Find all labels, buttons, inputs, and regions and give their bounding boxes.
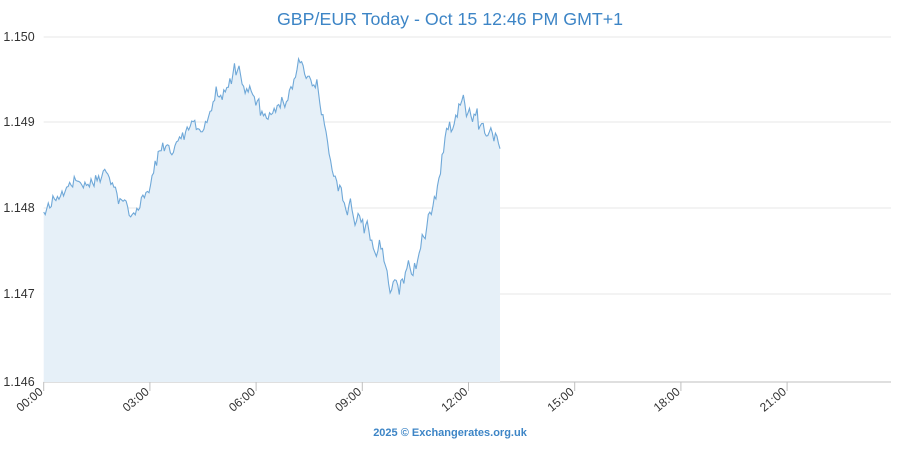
svg-text:09:00: 09:00 [332, 384, 364, 414]
svg-text:1.148: 1.148 [3, 201, 34, 215]
svg-text:1.149: 1.149 [3, 115, 34, 129]
svg-text:06:00: 06:00 [226, 384, 258, 414]
svg-text:15:00: 15:00 [545, 384, 577, 414]
svg-text:21:00: 21:00 [757, 384, 789, 414]
svg-text:03:00: 03:00 [120, 384, 152, 414]
svg-text:18:00: 18:00 [651, 384, 683, 414]
svg-text:1.150: 1.150 [3, 30, 34, 44]
svg-text:1.147: 1.147 [3, 287, 34, 301]
svg-text:12:00: 12:00 [438, 384, 470, 414]
svg-text:1.146: 1.146 [3, 375, 34, 389]
